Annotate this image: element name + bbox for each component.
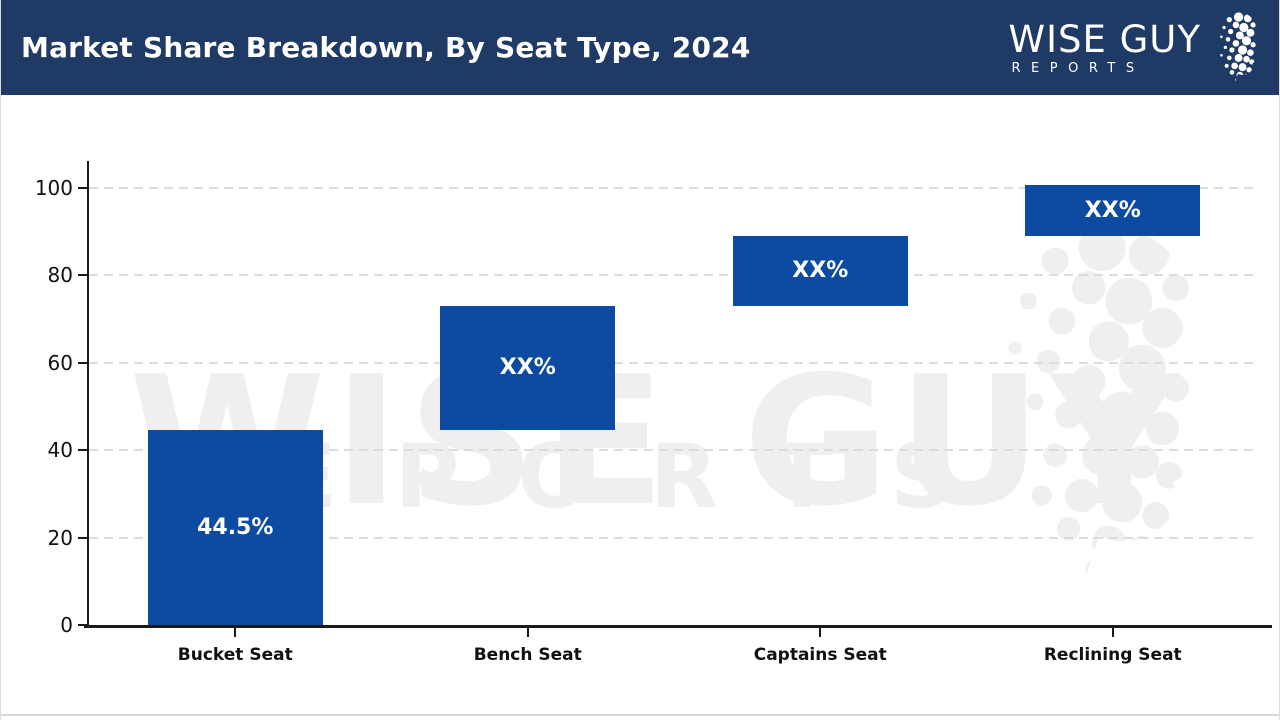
gridline — [89, 361, 1259, 364]
y-tick-label: 20 — [47, 525, 73, 550]
x-tick-mark — [526, 628, 529, 637]
header-bar: Market Share Breakdown, By Seat Type, 20… — [1, 0, 1279, 95]
y-tick-label: 100 — [34, 175, 73, 200]
y-tick-mark — [78, 186, 87, 189]
y-tick-mark — [78, 449, 87, 451]
y-tick-label: 0 — [60, 613, 73, 637]
bar-segment: XX% — [1025, 185, 1201, 236]
gridline — [89, 186, 1259, 189]
logo-wordmark: WISE GUY — [1008, 17, 1201, 61]
bar-value-label: XX% — [1084, 197, 1141, 223]
x-axis-spine — [84, 625, 1272, 628]
x-axis-label: Bucket Seat — [177, 645, 293, 665]
bar-segment: 44.5% — [147, 430, 323, 625]
y-tick-mark — [78, 624, 87, 626]
bar-value-label: XX% — [499, 355, 556, 381]
watermark-face-icon — [1008, 220, 1216, 590]
x-axis-label: Bench Seat — [473, 645, 582, 665]
gridline — [89, 449, 1259, 451]
bar-value-label: 44.5% — [197, 515, 274, 541]
x-axis-label: Reclining Seat — [1043, 645, 1182, 665]
logo-subtext: REPORTS — [1011, 60, 1145, 76]
x-tick-mark — [1111, 628, 1114, 637]
y-tick-mark — [78, 274, 87, 276]
plot-area: 0 20 40 60 80 100 44.5% Bucket Seat XX% Bench Sea… — [35, 161, 1272, 665]
y-tick-label: 60 — [47, 350, 73, 375]
bar-segment: XX% — [732, 235, 908, 306]
y-tick-label: 40 — [47, 438, 73, 462]
gridline — [89, 274, 1259, 276]
bar-value-label: XX% — [792, 258, 849, 284]
logo-text: WISE GUY REPORTS — [1009, 21, 1201, 75]
x-tick-mark — [819, 628, 822, 637]
y-axis-spine — [87, 161, 89, 625]
x-tick-mark — [234, 628, 237, 637]
page-title: Market Share Breakdown, By Seat Type, 20… — [21, 31, 751, 64]
bar-segment: XX% — [440, 305, 616, 431]
logo-face-icon — [1220, 11, 1261, 84]
footer-rule — [1, 714, 1279, 716]
y-tick-mark — [78, 536, 87, 539]
wise-guy-logo: WISE GUY REPORTS — [1009, 11, 1261, 85]
y-tick-label: 80 — [47, 263, 73, 287]
gridline — [89, 536, 1259, 539]
x-axis-label: Captains Seat — [753, 645, 887, 665]
y-tick-mark — [78, 361, 87, 364]
